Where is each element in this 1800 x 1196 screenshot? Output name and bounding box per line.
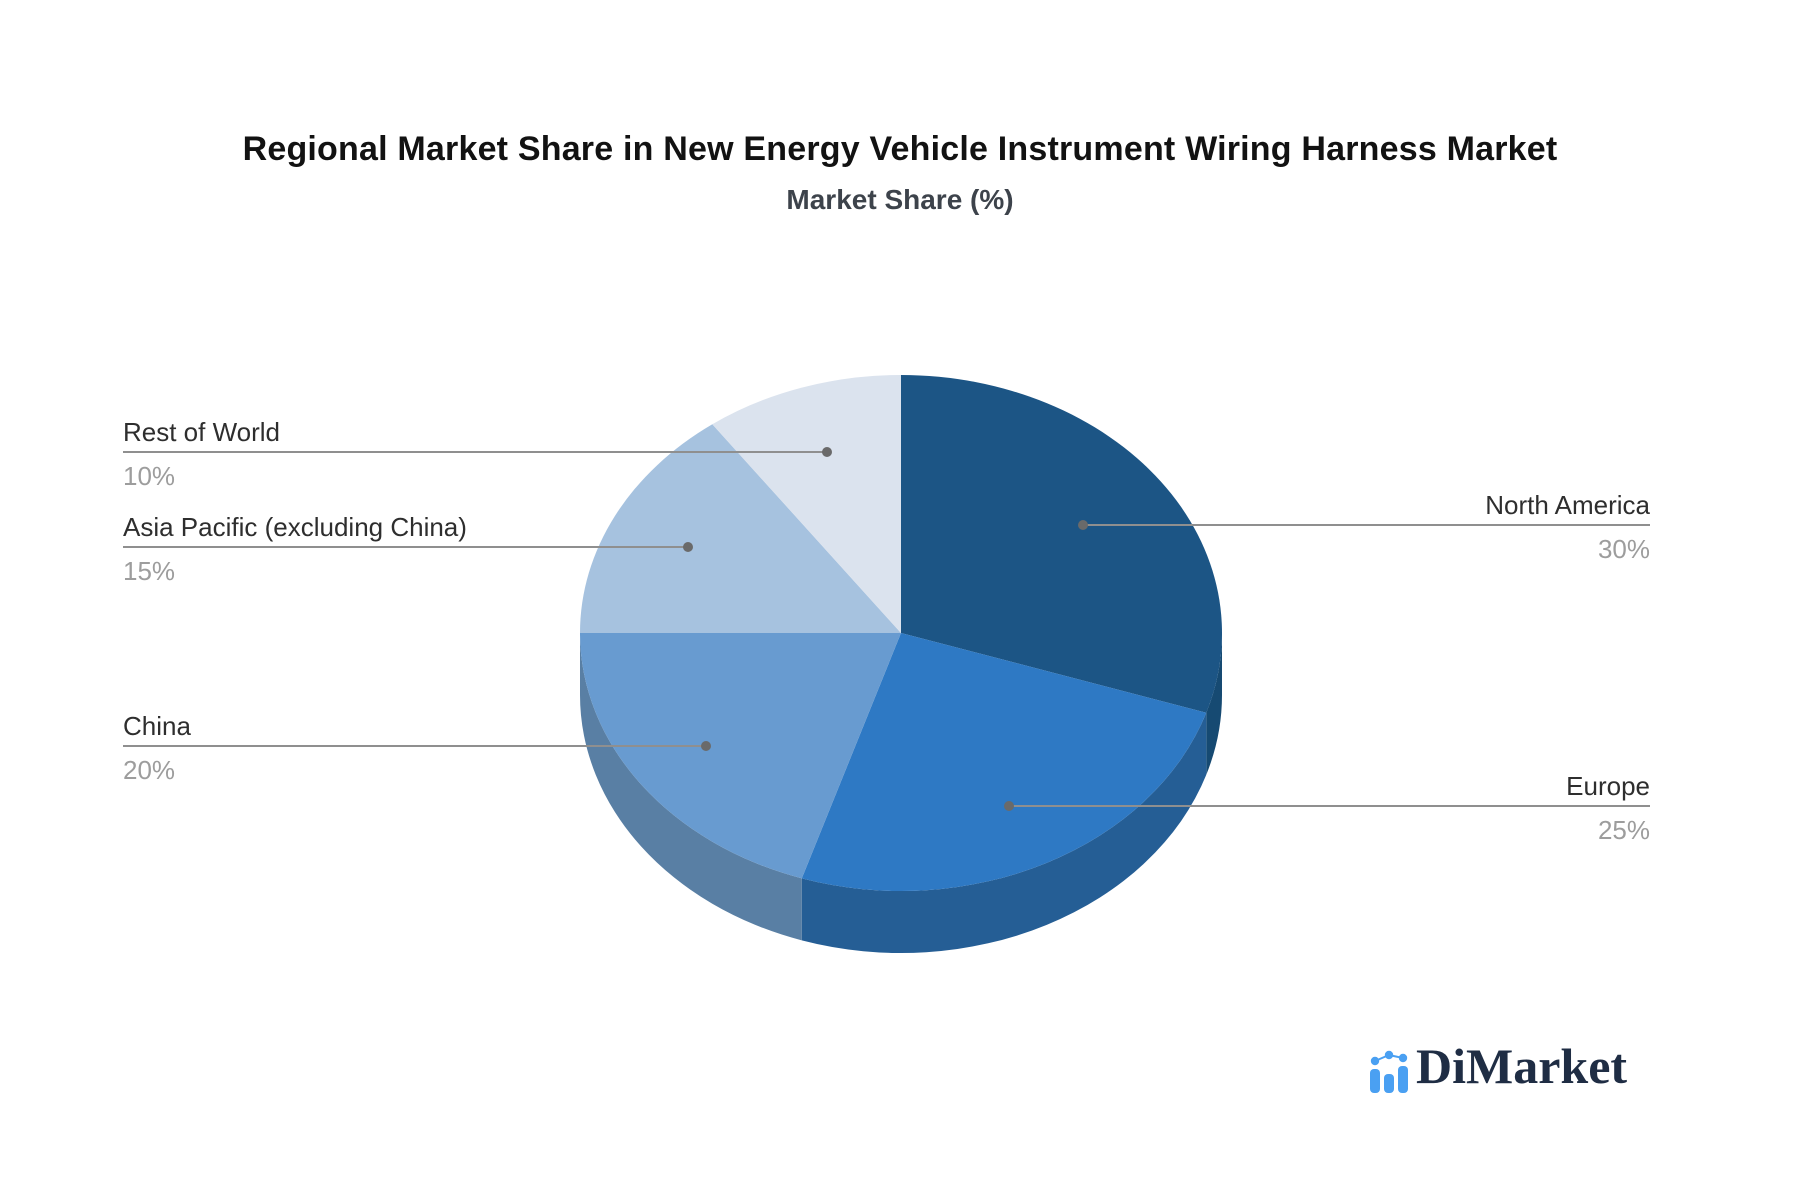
logo-dot-3-icon [1398, 1053, 1408, 1063]
chart-subtitle: Market Share (%) [786, 184, 1014, 215]
logo-bar-2-icon [1384, 1074, 1394, 1093]
value-china: 20% [123, 755, 176, 785]
dimarket-logo-text: DiMarket [1416, 1038, 1628, 1094]
logo-dot-2-icon [1384, 1050, 1394, 1060]
connector-dot-europe [1004, 801, 1014, 811]
logo-bar-3-icon [1398, 1066, 1408, 1093]
pie-slice-side-europe[interactable] [801, 712, 1207, 953]
pie-slice-side-china[interactable] [579, 633, 802, 941]
connector-dot-rest-of-world [822, 447, 832, 457]
value-rest-of-world: 10% [123, 461, 176, 491]
connector-dot-north-america [1078, 520, 1088, 530]
dimarket-logo: DiMarket [1360, 1038, 1680, 1098]
dimarket-logo-icon [1370, 1050, 1408, 1093]
label-north-america: North America [1485, 490, 1650, 520]
pie-slice-europe[interactable] [801, 633, 1207, 891]
value-asia-pacific: 15% [123, 556, 176, 586]
logo-bar-1-icon [1370, 1069, 1380, 1093]
label-rest-of-world: Rest of World [123, 417, 281, 447]
connectors [123, 447, 1650, 811]
pie-slice-china[interactable] [579, 633, 901, 879]
connector-dot-asia-pacific [683, 542, 693, 552]
connector-dot-china [701, 741, 711, 751]
pie-slice-asia-pacific-excluding-china-[interactable] [580, 424, 901, 633]
pie-3d-slices [579, 375, 1223, 953]
chart-title: Regional Market Share in New Energy Vehi… [242, 130, 1558, 168]
value-north-america: 30% [1597, 534, 1650, 564]
value-europe: 25% [1597, 815, 1650, 845]
label-asia-pacific: Asia Pacific (excluding China) [123, 512, 467, 542]
label-china: China [123, 711, 191, 741]
label-europe: Europe [1566, 771, 1650, 801]
logo-dot-1-icon [1370, 1056, 1380, 1066]
pie-slice-rest-of-world[interactable] [712, 375, 901, 633]
pie-slice-north-america[interactable] [901, 375, 1223, 713]
pie-slice-side-north-america[interactable] [1206, 633, 1222, 775]
